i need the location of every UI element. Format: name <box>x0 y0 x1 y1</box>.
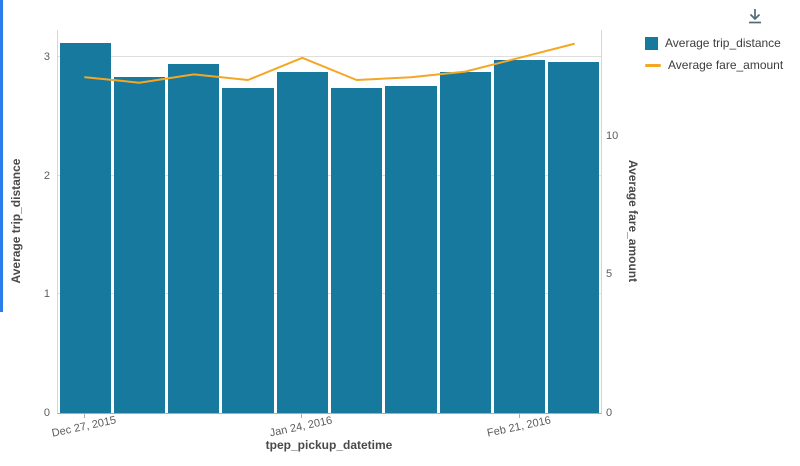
plot-area <box>57 30 602 414</box>
x-tick-label: Feb 21, 2016 <box>485 414 552 440</box>
left-tick-label: 0 <box>43 407 50 419</box>
bar-swatch-icon <box>645 36 658 50</box>
right-tick-label: 5 <box>606 268 613 281</box>
download-icon <box>749 9 761 24</box>
trip-distance-bar[interactable] <box>331 88 383 413</box>
x-tick-mark <box>84 414 86 418</box>
gridline <box>58 293 601 295</box>
panel-accent-strip <box>0 0 3 312</box>
right-tick-label: 0 <box>606 407 613 419</box>
legend-label-trip-distance: Average trip_distance <box>665 36 781 50</box>
line-swatch-icon <box>645 63 661 67</box>
trip-distance-bar[interactable] <box>113 77 166 413</box>
x-tick-mark <box>301 414 303 418</box>
trip-distance-bar[interactable] <box>168 64 220 413</box>
right-axis-title: Average fare_amount <box>626 159 640 283</box>
gridline <box>58 174 601 176</box>
right-tick-label: 10 <box>606 129 619 142</box>
left-tick-label: 2 <box>43 169 50 182</box>
left-tick-label: 3 <box>43 51 50 64</box>
trip-distance-bar[interactable] <box>276 71 328 413</box>
trip-distance-bar[interactable] <box>493 59 546 413</box>
gridline <box>58 56 601 58</box>
left-tick-label: 1 <box>43 288 50 301</box>
legend-item-fare-amount[interactable]: Average fare_amount <box>645 58 783 72</box>
trip-distance-bar[interactable] <box>439 71 491 413</box>
trip-distance-bar[interactable] <box>222 88 274 413</box>
download-button[interactable] <box>742 4 768 30</box>
x-tick-mark <box>518 414 520 418</box>
legend-item-trip-distance[interactable]: Average trip_distance <box>645 36 783 50</box>
legend: Average trip_distance Average fare_amoun… <box>645 36 783 72</box>
trip-distance-bar[interactable] <box>385 85 437 413</box>
x-tick-label: Jan 24, 2016 <box>269 414 334 440</box>
x-axis-title: tpep_pickup_datetime <box>265 438 393 452</box>
trip-distance-bar[interactable] <box>548 62 600 413</box>
trip-distance-bar[interactable] <box>59 43 111 413</box>
x-tick-label: Dec 27, 2015 <box>50 414 118 440</box>
legend-label-fare-amount: Average fare_amount <box>668 58 784 72</box>
